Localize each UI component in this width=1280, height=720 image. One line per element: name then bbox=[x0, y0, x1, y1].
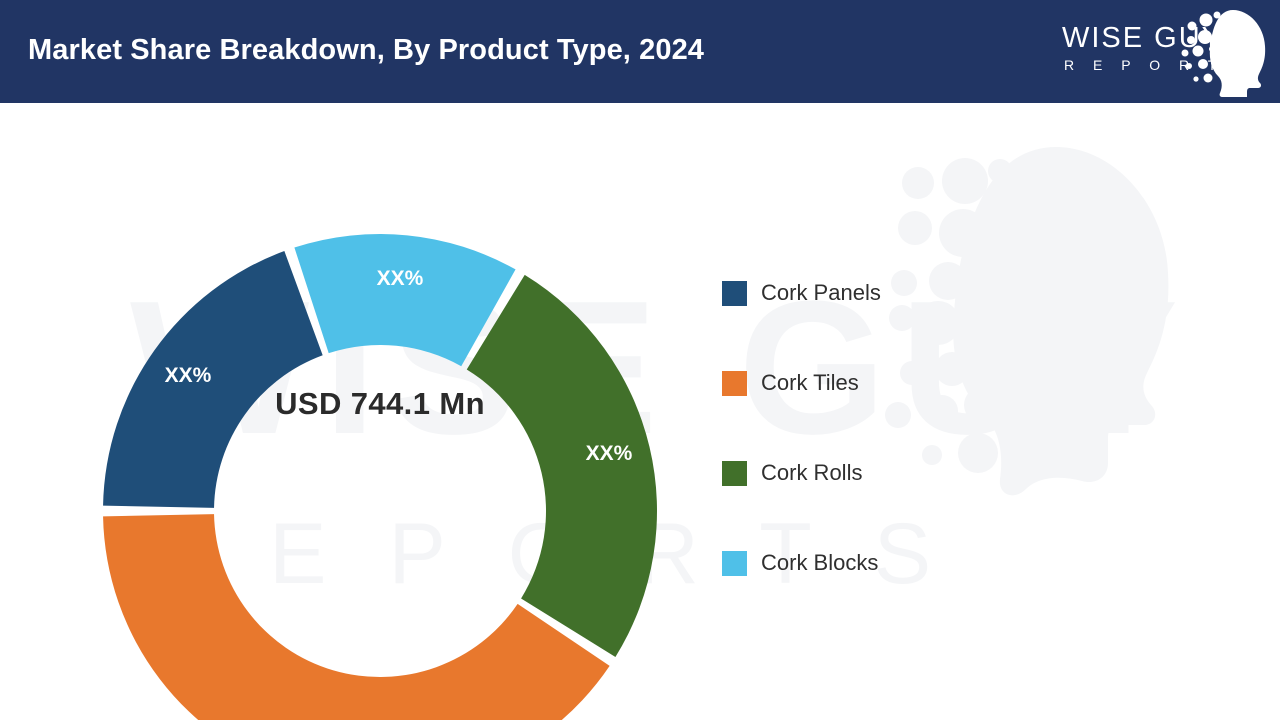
donut-slice-cork-tiles[interactable] bbox=[103, 514, 610, 720]
legend-item-cork-tiles[interactable]: Cork Tiles bbox=[722, 338, 972, 428]
head-profile-dots-icon bbox=[1181, 10, 1266, 97]
legend-item-cork-blocks[interactable]: Cork Blocks bbox=[722, 518, 972, 608]
legend-label-cork-tiles: Cork Tiles bbox=[761, 370, 859, 395]
legend-label-cork-blocks: Cork Blocks bbox=[761, 550, 879, 575]
donut-svg bbox=[103, 234, 657, 720]
legend-item-cork-panels[interactable]: Cork Panels bbox=[722, 248, 972, 338]
donut-slice-cork-blocks[interactable] bbox=[294, 234, 516, 367]
legend-label-cork-panels: Cork Panels bbox=[761, 280, 881, 305]
donut-slice-cork-panels[interactable] bbox=[103, 251, 323, 508]
legend-swatch-icon-cork-blocks bbox=[722, 550, 747, 576]
legend-swatch-icon-cork-panels bbox=[722, 280, 747, 306]
legend-swatch-icon-cork-rolls bbox=[722, 460, 747, 486]
donut-slice-group bbox=[103, 234, 657, 720]
page-title: Market Share Breakdown, By Product Type,… bbox=[28, 34, 705, 66]
legend-item-cork-rolls[interactable]: Cork Rolls bbox=[722, 428, 972, 518]
donut-slice-label-cork-panels: XX% bbox=[164, 364, 212, 387]
legend-swatch-icon-cork-tiles bbox=[722, 370, 747, 396]
donut-slice-cork-rolls[interactable] bbox=[466, 274, 657, 657]
chart-legend: Cork Panels Cork Tiles Cork Rolls Cork B… bbox=[722, 248, 972, 608]
donut-slice-label-cork-rolls: XX% bbox=[585, 442, 633, 465]
donut-chart: USD 744.1 Mn XX%XX%41.2%XX% bbox=[0, 103, 760, 720]
donut-center-value: USD 744.1 Mn bbox=[275, 386, 485, 421]
donut-slice-label-cork-blocks: XX% bbox=[376, 267, 424, 290]
legend-label-cork-rolls: Cork Rolls bbox=[761, 460, 863, 485]
brand-logo[interactable]: WISE GUY R E P O R T S bbox=[1056, 4, 1272, 100]
header-bar: Market Share Breakdown, By Product Type,… bbox=[0, 0, 1280, 103]
